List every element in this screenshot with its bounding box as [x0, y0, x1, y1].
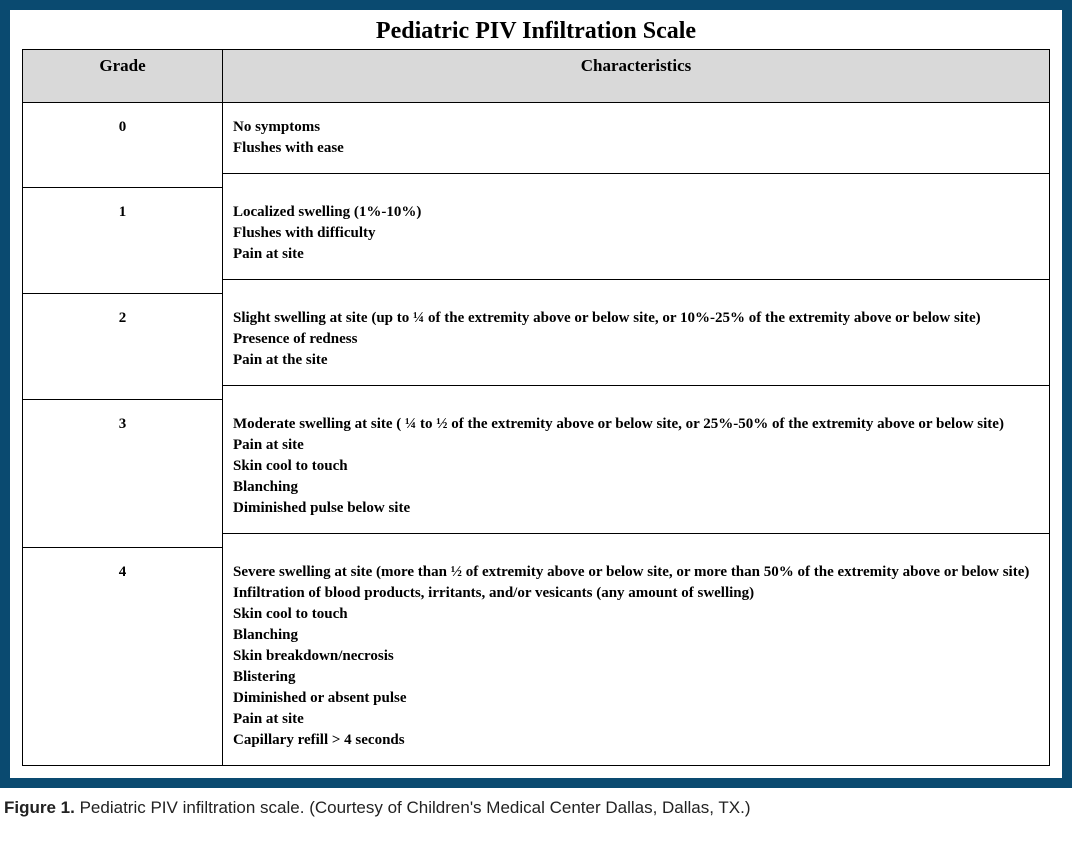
characteristic-line: Diminished or absent pulse	[233, 690, 407, 706]
characteristic-line: Moderate swelling at site ( ¼ to ½ of th…	[233, 416, 1004, 432]
characteristic-line: Blistering	[233, 669, 296, 685]
grade-cell: 1	[23, 188, 223, 279]
characteristic-line: Flushes with ease	[233, 140, 344, 156]
table-row-divider	[23, 279, 1050, 294]
characteristic-line: Infiltration of blood products, irritant…	[233, 585, 754, 601]
grade-cell: 4	[23, 548, 223, 766]
characteristic-line: Skin cool to touch	[233, 458, 348, 474]
characteristic-line: Pain at site	[233, 711, 304, 727]
col-header-grade: Grade	[23, 50, 223, 103]
table-row-divider	[23, 533, 1050, 548]
characteristic-line: Pain at site	[233, 246, 304, 262]
table-header-row: Grade Characteristics	[23, 50, 1050, 103]
grade-cell: 3	[23, 400, 223, 533]
characteristics-cell: Moderate swelling at site ( ¼ to ½ of th…	[223, 400, 1050, 533]
figure-caption: Figure 1. Pediatric PIV infiltration sca…	[4, 798, 1068, 818]
figure-frame: Pediatric PIV Infiltration Scale Grade C…	[0, 0, 1072, 788]
grade-cell: 0	[23, 103, 223, 174]
table-row-divider	[23, 173, 1050, 188]
characteristic-line: Pain at site	[233, 437, 304, 453]
characteristic-line: No symptoms	[233, 119, 320, 135]
characteristic-line: Skin breakdown/necrosis	[233, 648, 394, 664]
table-row: 4 Severe swelling at site (more than ½ of…	[23, 548, 1050, 766]
table-row: 0 No symptoms Flushes with ease	[23, 103, 1050, 174]
characteristic-line: Blanching	[233, 479, 298, 495]
characteristic-line: Pain at the site	[233, 352, 328, 368]
table-body: 0No symptomsFlushes with ease1Localized …	[23, 103, 1050, 766]
characteristics-cell: Severe swelling at site (more than ½ of …	[223, 548, 1050, 766]
table-row-divider	[23, 385, 1050, 400]
infiltration-scale-table: Grade Characteristics 0 No symptoms Flushe…	[22, 49, 1050, 766]
table-row: 1 Localized swelling (1%-10%) Flushes with…	[23, 188, 1050, 279]
figure-title: Pediatric PIV Infiltration Scale	[22, 18, 1050, 45]
characteristic-line: Flushes with difficulty	[233, 225, 376, 241]
table-row: 2 Slight swelling at site (up to ¼ of the…	[23, 294, 1050, 385]
characteristic-line: Blanching	[233, 627, 298, 643]
characteristic-line: Skin cool to touch	[233, 606, 348, 622]
characteristics-cell: Slight swelling at site (up to ¼ of the …	[223, 294, 1050, 385]
characteristics-cell: No symptoms Flushes with ease	[223, 103, 1050, 174]
figure-caption-text: Pediatric PIV infiltration scale. (Court…	[80, 798, 751, 817]
characteristic-line: Localized swelling (1%-10%)	[233, 204, 421, 220]
characteristic-line: Presence of redness	[233, 331, 357, 347]
characteristic-line: Capillary refill > 4 seconds	[233, 732, 405, 748]
table-row: 3 Moderate swelling at site ( ¼ to ½ of t…	[23, 400, 1050, 533]
characteristic-line: Severe swelling at site (more than ½ of …	[233, 564, 1029, 580]
characteristic-line: Diminished pulse below site	[233, 500, 410, 516]
characteristic-line: Slight swelling at site (up to ¼ of the …	[233, 310, 981, 326]
grade-cell: 2	[23, 294, 223, 385]
figure-caption-label: Figure 1.	[4, 798, 75, 817]
col-header-characteristics: Characteristics	[223, 50, 1050, 103]
characteristics-cell: Localized swelling (1%-10%) Flushes with …	[223, 188, 1050, 279]
